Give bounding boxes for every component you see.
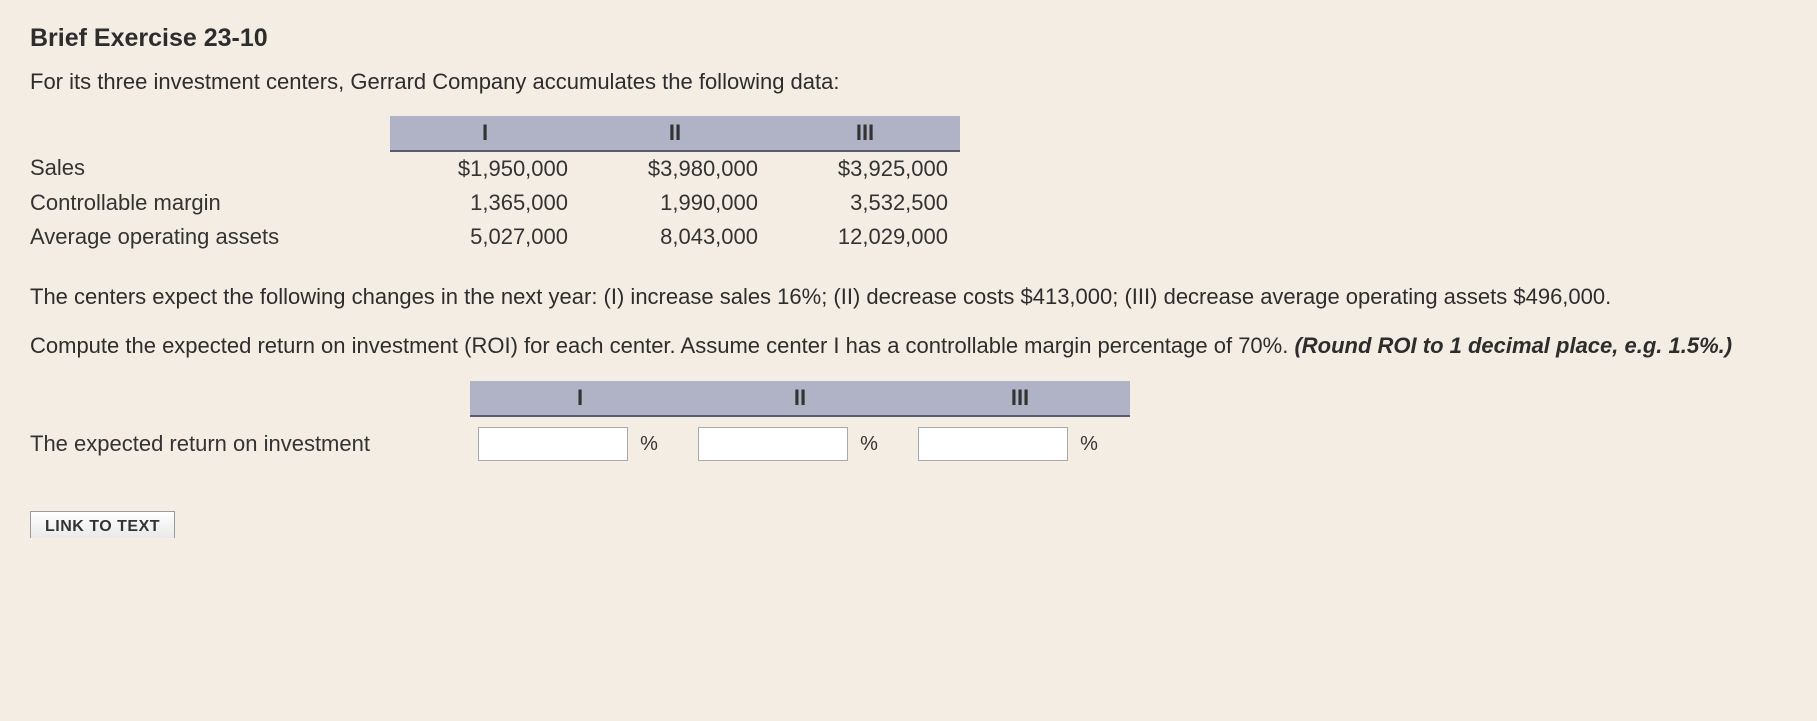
answer-col-2: II [690, 381, 910, 416]
data-table-col-1: I [390, 116, 580, 151]
roi-input-3[interactable] [918, 427, 1068, 461]
answer-table: I II III The expected return on investme… [30, 381, 1130, 471]
table-cell: $3,925,000 [770, 151, 960, 186]
percent-unit: % [1080, 433, 1098, 455]
percent-unit: % [640, 433, 658, 455]
roi-input-2[interactable] [698, 427, 848, 461]
exercise-page: Brief Exercise 23-10 For its three inves… [0, 0, 1817, 562]
data-table-blank-header [30, 116, 390, 151]
row-label: Average operating assets [30, 220, 390, 254]
roi-input-1[interactable] [478, 427, 628, 461]
compute-hint: (Round ROI to 1 decimal place, e.g. 1.5%… [1294, 333, 1732, 358]
data-table-col-2: II [580, 116, 770, 151]
row-label: Controllable margin [30, 186, 390, 220]
changes-paragraph: The centers expect the following changes… [30, 282, 1787, 313]
answer-row: The expected return on investment % % % [30, 416, 1130, 471]
exercise-title: Brief Exercise 23-10 [30, 24, 1787, 53]
table-cell: 5,027,000 [390, 220, 580, 254]
table-row: Average operating assets 5,027,000 8,043… [30, 220, 960, 254]
link-to-text-button[interactable]: LINK TO TEXT [30, 511, 175, 538]
table-cell: 12,029,000 [770, 220, 960, 254]
data-table: I II III Sales $1,950,000 $3,980,000 $3,… [30, 116, 960, 254]
intro-paragraph: For its three investment centers, Gerrar… [30, 67, 1787, 98]
percent-unit: % [860, 433, 878, 455]
table-row: Controllable margin 1,365,000 1,990,000 … [30, 186, 960, 220]
compute-paragraph: Compute the expected return on investmen… [30, 331, 1787, 362]
answer-col-3: III [910, 381, 1130, 416]
table-cell: 3,532,500 [770, 186, 960, 220]
answer-row-label: The expected return on investment [30, 416, 470, 471]
table-cell: 1,365,000 [390, 186, 580, 220]
table-cell: 8,043,000 [580, 220, 770, 254]
answer-col-1: I [470, 381, 690, 416]
table-cell: $1,950,000 [390, 151, 580, 186]
answer-blank-header [30, 381, 470, 416]
data-table-col-3: III [770, 116, 960, 151]
table-cell: 1,990,000 [580, 186, 770, 220]
table-cell: $3,980,000 [580, 151, 770, 186]
table-row: Sales $1,950,000 $3,980,000 $3,925,000 [30, 151, 960, 186]
compute-text: Compute the expected return on investmen… [30, 333, 1294, 358]
row-label: Sales [30, 151, 390, 186]
